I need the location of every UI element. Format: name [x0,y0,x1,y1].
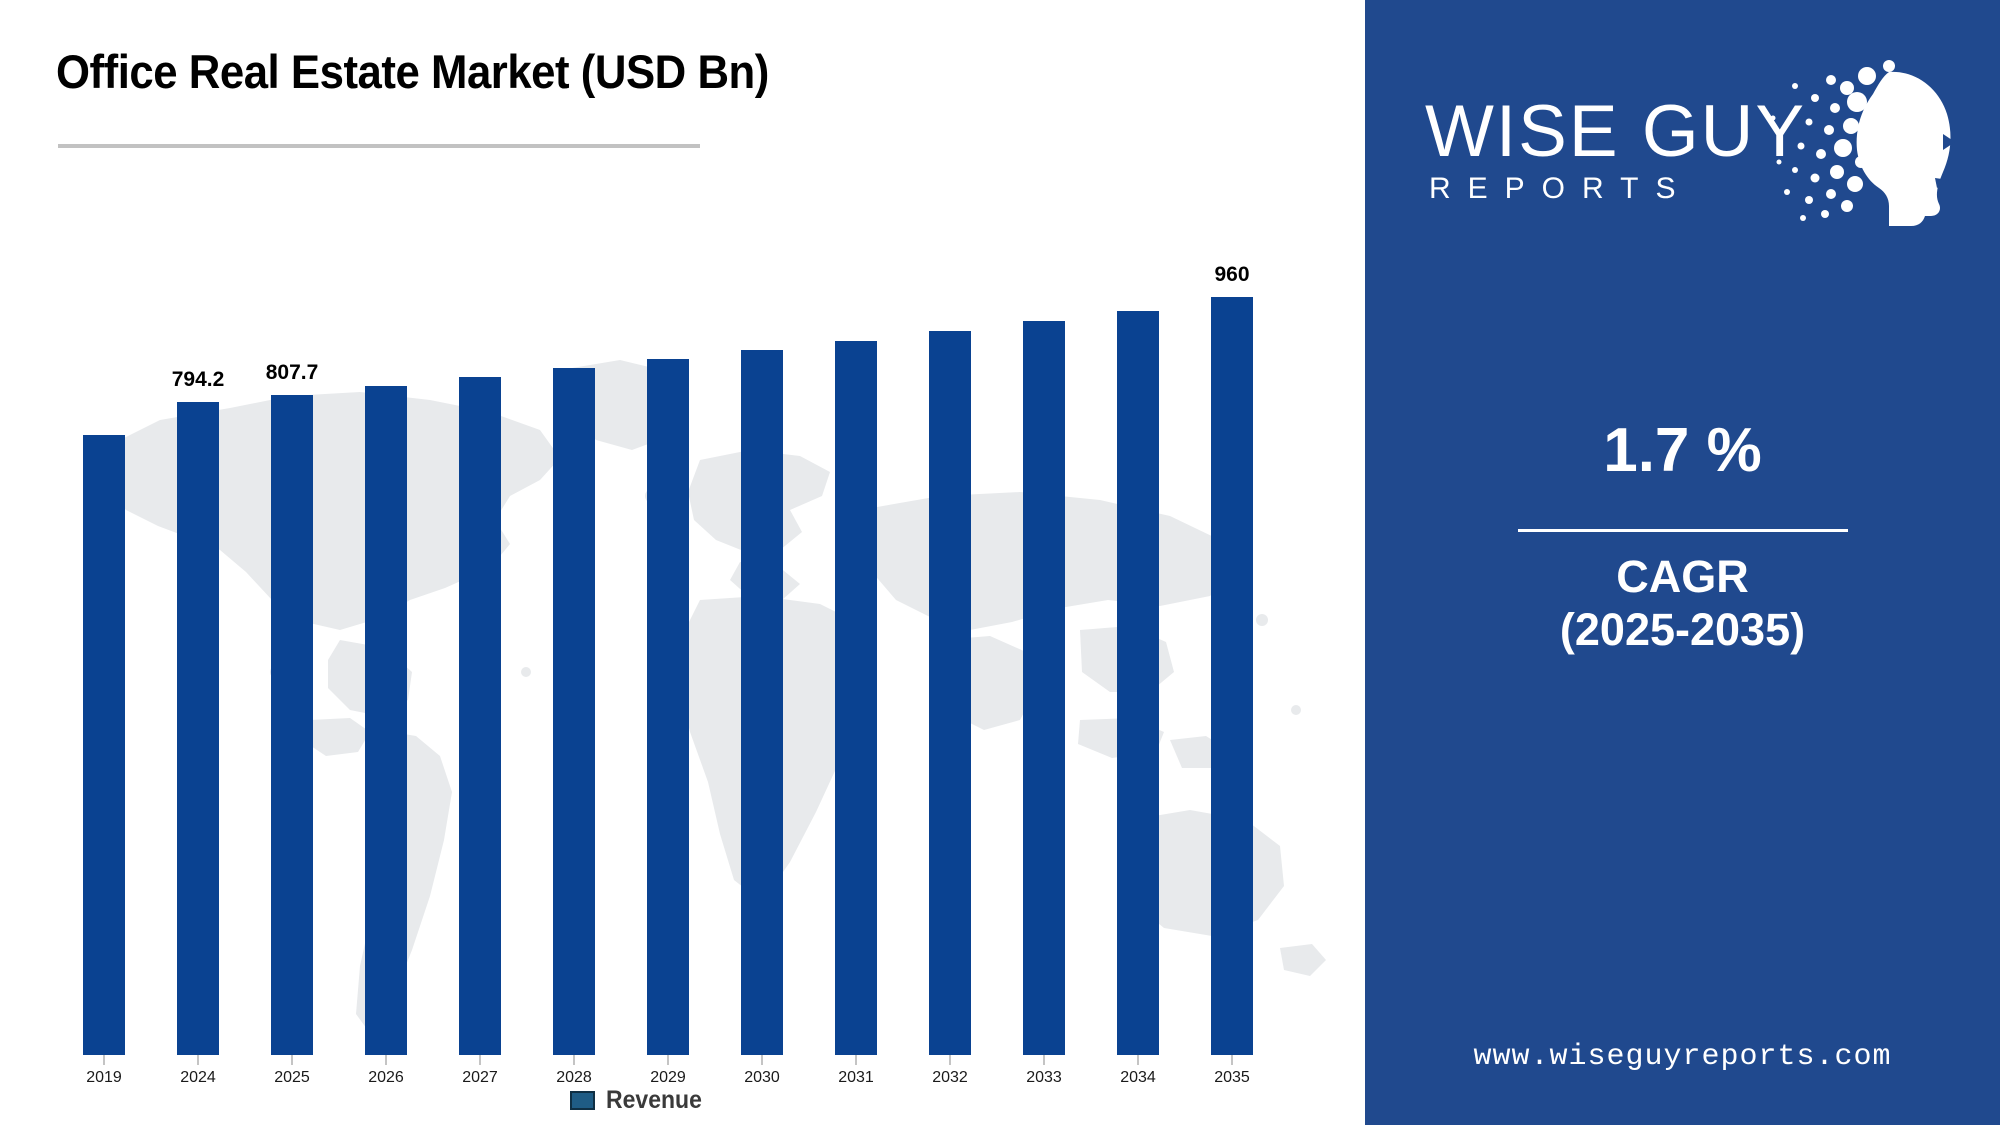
x-axis-label-2024: 2024 [180,1069,216,1086]
x-axis-tick [1231,1055,1233,1065]
bar-group: 2019 [57,435,151,1086]
x-axis-label-2034: 2034 [1120,1069,1156,1086]
legend-label-revenue: Revenue [605,1086,702,1114]
x-axis-label-2032: 2032 [932,1069,968,1086]
chart-panel: Office Real Estate Market (USD Bn) 2019 7… [0,45,1326,1115]
x-axis-tick [667,1055,669,1065]
bar-value-label: 960 [1214,263,1250,286]
bar-2032[interactable] [929,331,971,1055]
x-axis-label-2027: 2027 [462,1069,498,1086]
bar-chart-plot-area: 2019 794.2 2024 807.7 2025 2026 2027 2028 2029 20… [57,263,1279,1086]
bar-group: 2031 [809,341,903,1086]
x-axis-tick [103,1055,105,1065]
logo-secondary-text: REPORTS [1429,172,1693,205]
x-axis-tick [1043,1055,1045,1065]
chart-legend: Revenue [0,1086,1280,1115]
bar-group: 2029 [621,359,715,1086]
bar-2025[interactable] [271,395,313,1055]
bar-2030[interactable] [741,350,783,1055]
title-divider [58,144,700,148]
bar-2027[interactable] [459,377,501,1055]
x-axis-label-2031: 2031 [838,1069,874,1086]
bar-2019[interactable] [83,435,125,1055]
bar-value-label: 807.7 [265,361,319,384]
wiseguy-reports-logo: WISE GUY REPORTS [1417,58,1957,228]
bar-2033[interactable] [1023,321,1065,1055]
x-axis-tick [761,1055,763,1065]
cagr-value: 1.7 % [1603,416,1762,485]
x-axis-tick [479,1055,481,1065]
bar-2031[interactable] [835,341,877,1055]
bar-group: 794.2 2024 [151,368,245,1086]
bar-value-label: 794.2 [171,368,225,391]
website-url: www.wiseguyreports.com [1473,1040,1892,1074]
bar-2029[interactable] [647,359,689,1055]
bar-group: 2027 [433,377,527,1086]
bar-group: 2032 [903,331,997,1086]
x-axis-tick [949,1055,951,1065]
x-axis-label-2029: 2029 [650,1069,686,1086]
bar-2035[interactable] [1211,297,1253,1055]
bar-group: 2026 [339,386,433,1086]
logo-primary-text: WISE GUY [1425,91,1807,172]
x-axis-label-2025: 2025 [274,1069,310,1086]
bar-2024[interactable] [177,402,219,1055]
x-axis-tick [855,1055,857,1065]
brand-panel: WISE GUY REPORTS [1365,0,2000,1125]
cagr-label-line1: CAGR [1616,551,1749,602]
bar-group: 960 2035 [1185,263,1279,1086]
legend-swatch-revenue [569,1091,595,1110]
bar-group: 2033 [997,321,1091,1086]
x-axis-tick [291,1055,293,1065]
bar-group: 807.7 2025 [245,361,339,1086]
x-axis-label-2035: 2035 [1214,1069,1250,1086]
x-axis-label-2033: 2033 [1026,1069,1062,1086]
x-axis-tick [573,1055,575,1065]
dotted-head-profile-icon [1770,60,1955,226]
page-title: Office Real Estate Market (USD Bn) [56,45,769,98]
bar-2026[interactable] [365,386,407,1055]
cagr-divider [1518,529,1848,532]
bar-2034[interactable] [1117,311,1159,1055]
x-axis-label-2026: 2026 [368,1069,404,1086]
x-axis-label-2030: 2030 [744,1069,780,1086]
bar-2028[interactable] [553,368,595,1055]
bar-group: 2030 [715,350,809,1086]
x-axis-tick [385,1055,387,1065]
cagr-label-line2: (2025-2035) [1559,604,1806,656]
x-axis-label-2028: 2028 [556,1069,592,1086]
bar-group: 2028 [527,368,621,1086]
x-axis-tick [197,1055,199,1065]
x-axis-label-2019: 2019 [86,1069,122,1086]
bar-group: 2034 [1091,311,1185,1086]
cagr-label: CAGR (2025-2035) [1365,550,2000,656]
x-axis-tick [1137,1055,1139,1065]
